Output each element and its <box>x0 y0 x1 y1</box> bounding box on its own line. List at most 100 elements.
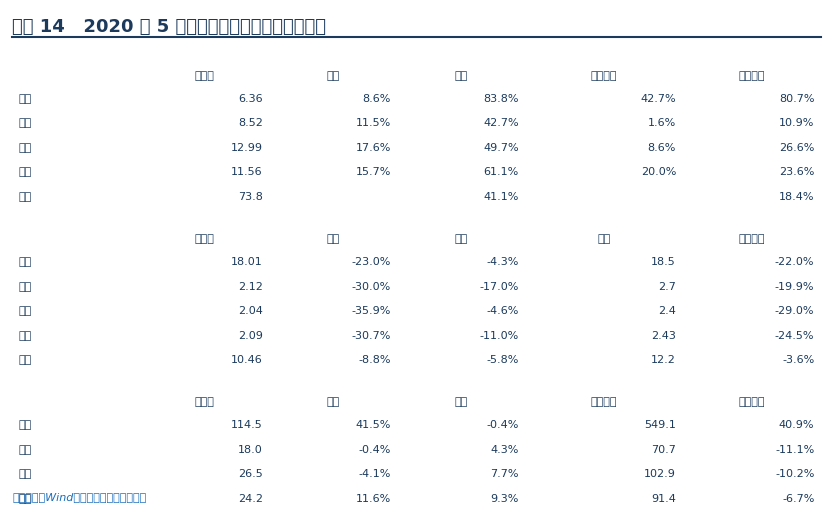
Text: -22.0%: -22.0% <box>775 257 815 267</box>
Text: 同比: 同比 <box>326 397 339 407</box>
Text: -4.3%: -4.3% <box>486 257 519 267</box>
Text: 83.8%: 83.8% <box>483 94 519 104</box>
Text: 圆通: 圆通 <box>18 167 32 177</box>
Text: 8.6%: 8.6% <box>362 94 391 104</box>
Text: 102.9: 102.9 <box>644 468 676 478</box>
Text: -19.9%: -19.9% <box>775 281 815 291</box>
Text: 11.56: 11.56 <box>232 167 262 177</box>
Text: 顺丰: 顺丰 <box>18 94 32 104</box>
Text: 549.1: 549.1 <box>644 419 676 430</box>
Text: -29.0%: -29.0% <box>775 305 815 316</box>
Text: 公司业务量（亿件）: 公司业务量（亿件） <box>385 49 448 62</box>
Text: 26.5: 26.5 <box>238 468 262 478</box>
Text: 资料来源：Wind、公司公告，华创证券。: 资料来源：Wind、公司公告，华创证券。 <box>12 491 147 501</box>
Text: 韵达: 韵达 <box>18 468 32 478</box>
Text: 4.3%: 4.3% <box>491 444 519 454</box>
Text: -35.9%: -35.9% <box>352 305 391 316</box>
Text: 超额增速: 超额增速 <box>591 71 617 81</box>
Text: 2.4: 2.4 <box>658 305 676 316</box>
Text: 环比: 环比 <box>454 234 467 244</box>
Text: 份额: 份额 <box>326 71 339 81</box>
Text: 图表 14   2020 年 5 月上市公司业务量及收入增速。: 图表 14 2020 年 5 月上市公司业务量及收入增速。 <box>12 18 327 36</box>
Text: 18.5: 18.5 <box>651 257 676 267</box>
Text: 18.4%: 18.4% <box>779 191 815 202</box>
Text: 全国: 全国 <box>18 191 32 202</box>
Text: -30.7%: -30.7% <box>352 330 391 340</box>
Text: -6.7%: -6.7% <box>782 493 815 503</box>
Text: 8.6%: 8.6% <box>648 143 676 153</box>
Text: -4.6%: -4.6% <box>486 305 519 316</box>
Text: 41.1%: 41.1% <box>484 191 519 202</box>
Text: 18.0: 18.0 <box>238 444 262 454</box>
Text: 累计: 累计 <box>597 234 611 244</box>
Text: 申通: 申通 <box>18 118 32 128</box>
Text: -8.8%: -8.8% <box>358 354 391 364</box>
Text: -4.1%: -4.1% <box>358 468 391 478</box>
Text: 24.2: 24.2 <box>237 493 262 503</box>
Text: 91.4: 91.4 <box>651 493 676 503</box>
Text: 顺丰: 顺丰 <box>18 419 32 430</box>
Text: -11.0%: -11.0% <box>480 330 519 340</box>
Text: 当月值: 当月值 <box>195 397 215 407</box>
Text: 12.99: 12.99 <box>231 143 262 153</box>
Text: 韵达: 韵达 <box>18 143 32 153</box>
Text: 26.6%: 26.6% <box>779 143 815 153</box>
Text: -11.1%: -11.1% <box>776 444 815 454</box>
Text: -30.0%: -30.0% <box>352 281 391 291</box>
Text: 18.01: 18.01 <box>231 257 262 267</box>
Text: 80.7%: 80.7% <box>779 94 815 104</box>
Text: 70.7: 70.7 <box>651 444 676 454</box>
Text: 公司快递业务收入（亿元）: 公司快递业务收入（亿元） <box>375 375 458 388</box>
Text: 41.5%: 41.5% <box>356 419 391 430</box>
Text: -17.0%: -17.0% <box>480 281 519 291</box>
Text: -5.8%: -5.8% <box>486 354 519 364</box>
Text: 23.6%: 23.6% <box>779 167 815 177</box>
Text: 42.7%: 42.7% <box>641 94 676 104</box>
Text: 公司单票收入（元/件）: 公司单票收入（元/件） <box>380 212 453 225</box>
Text: 2.12: 2.12 <box>238 281 262 291</box>
Text: 10.9%: 10.9% <box>779 118 815 128</box>
Text: 1.6%: 1.6% <box>648 118 676 128</box>
Text: 当月值: 当月值 <box>195 234 215 244</box>
Text: 6.36: 6.36 <box>238 94 262 104</box>
Text: 7.7%: 7.7% <box>491 468 519 478</box>
Text: 韵达: 韵达 <box>18 305 32 316</box>
Text: 8.52: 8.52 <box>238 118 262 128</box>
Text: 当月值: 当月值 <box>195 71 215 81</box>
Text: 73.8: 73.8 <box>238 191 262 202</box>
Text: 全国: 全国 <box>18 354 32 364</box>
Text: 申通: 申通 <box>18 281 32 291</box>
Text: -0.4%: -0.4% <box>486 419 519 430</box>
Text: 11.6%: 11.6% <box>356 493 391 503</box>
Text: 2.43: 2.43 <box>651 330 676 340</box>
Text: 申通: 申通 <box>18 444 32 454</box>
Text: 累计收入: 累计收入 <box>591 397 617 407</box>
Text: 圆通: 圆通 <box>18 330 32 340</box>
Text: 同比: 同比 <box>326 234 339 244</box>
Text: 2.09: 2.09 <box>238 330 262 340</box>
Text: 圆通: 圆通 <box>18 493 32 503</box>
Text: -0.4%: -0.4% <box>358 444 391 454</box>
Text: 42.7%: 42.7% <box>483 118 519 128</box>
Text: -3.6%: -3.6% <box>782 354 815 364</box>
Text: 114.5: 114.5 <box>231 419 262 430</box>
Text: 61.1%: 61.1% <box>484 167 519 177</box>
Text: 20.0%: 20.0% <box>641 167 676 177</box>
Text: 同比: 同比 <box>454 71 467 81</box>
Text: 11.5%: 11.5% <box>356 118 391 128</box>
Text: 累计同比: 累计同比 <box>738 397 765 407</box>
Text: 累计同比: 累计同比 <box>738 71 765 81</box>
Text: 17.6%: 17.6% <box>356 143 391 153</box>
Text: 环比: 环比 <box>454 397 467 407</box>
Text: -10.2%: -10.2% <box>775 468 815 478</box>
Text: 49.7%: 49.7% <box>483 143 519 153</box>
Text: 15.7%: 15.7% <box>356 167 391 177</box>
Text: 10.46: 10.46 <box>231 354 262 364</box>
Text: 累计同比: 累计同比 <box>738 234 765 244</box>
Text: 2.04: 2.04 <box>238 305 262 316</box>
Text: -23.0%: -23.0% <box>352 257 391 267</box>
Text: 40.9%: 40.9% <box>779 419 815 430</box>
Text: -24.5%: -24.5% <box>775 330 815 340</box>
Text: 12.2: 12.2 <box>651 354 676 364</box>
Text: 2.7: 2.7 <box>658 281 676 291</box>
